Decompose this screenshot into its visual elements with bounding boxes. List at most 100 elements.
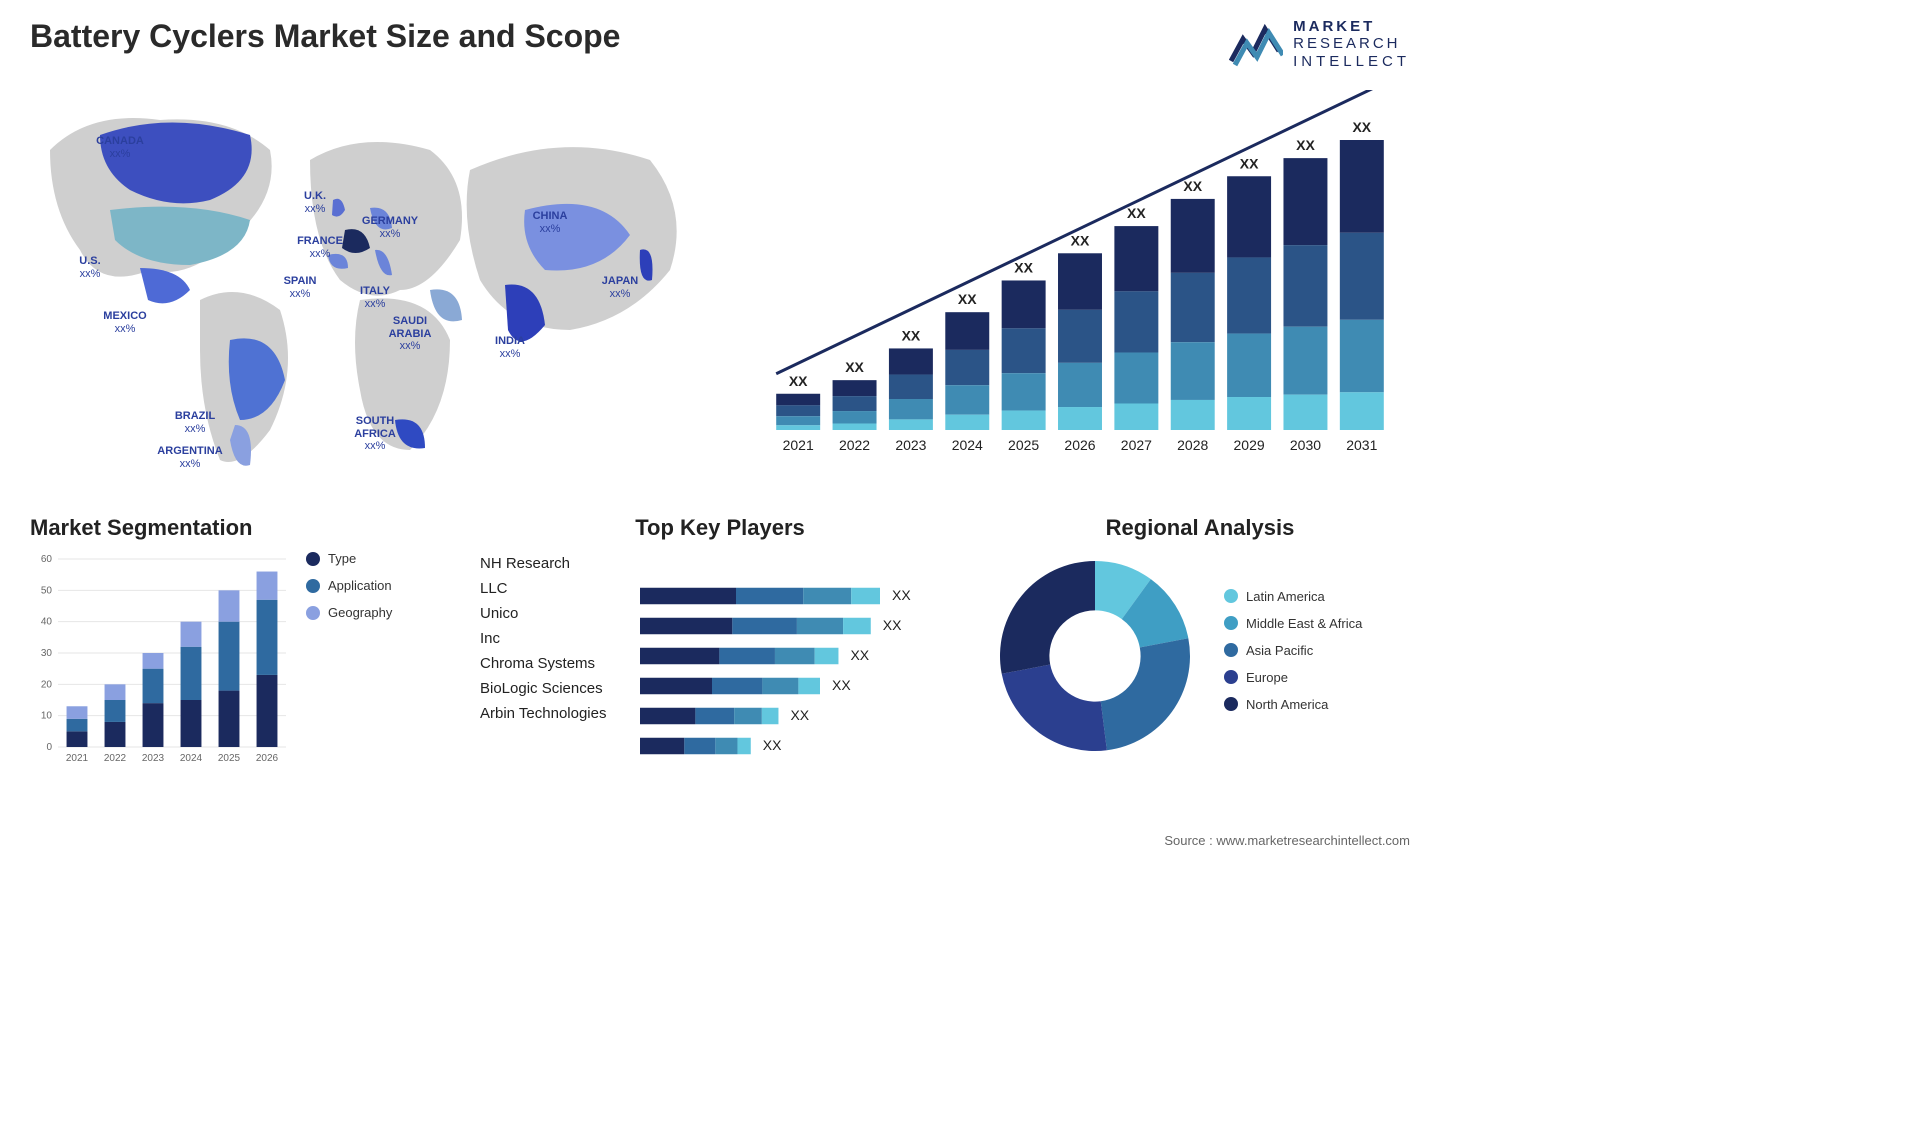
map-label: INDIAxx% [495, 335, 525, 360]
legend-dot-icon [1224, 643, 1238, 657]
svg-text:30: 30 [41, 648, 53, 659]
legend-dot-icon [1224, 616, 1238, 630]
top-key-players: Top Key Players NH ResearchLLCUnicoIncCh… [480, 515, 960, 785]
svg-text:0: 0 [46, 742, 52, 753]
svg-text:XX: XX [883, 617, 902, 633]
legend-label: Europe [1246, 670, 1288, 685]
legend-label: Geography [328, 605, 392, 620]
svg-text:XX: XX [832, 677, 851, 693]
legend-dot-icon [306, 579, 320, 593]
growth-chart: XX 2021 XX 2022 XX 2023 XX 2024 XX 2025 XX 2026 XX 20… [750, 90, 1410, 470]
legend-dot-icon [1224, 697, 1238, 711]
map-label: ITALYxx% [360, 285, 390, 310]
svg-text:2022: 2022 [104, 753, 127, 764]
svg-text:2030: 2030 [1290, 437, 1321, 453]
svg-text:XX: XX [1296, 137, 1315, 153]
svg-text:2022: 2022 [839, 437, 870, 453]
svg-text:2028: 2028 [1177, 437, 1208, 453]
legend-item: Geography [306, 605, 392, 620]
logo-icon [1229, 21, 1283, 67]
keyplayers-chart: XXXXXXXXXXXX [640, 551, 940, 761]
svg-text:50: 50 [41, 585, 53, 596]
segmentation-title: Market Segmentation [30, 515, 450, 541]
svg-text:2025: 2025 [1008, 437, 1039, 453]
legend-item: North America [1224, 697, 1362, 712]
svg-text:XX: XX [1240, 155, 1259, 171]
legend-label: Asia Pacific [1246, 643, 1313, 658]
map-label: CANADAxx% [96, 135, 144, 160]
legend-item: Type [306, 551, 392, 566]
map-label: CHINAxx% [533, 210, 568, 235]
svg-text:XX: XX [892, 587, 911, 603]
svg-text:2024: 2024 [952, 437, 983, 453]
legend-dot-icon [306, 606, 320, 620]
legend-label: Latin America [1246, 589, 1325, 604]
world-map: CANADAxx%U.S.xx%MEXICOxx%BRAZILxx%ARGENT… [30, 90, 710, 490]
map-label: BRAZILxx% [175, 410, 215, 435]
keyplayer-label: NH Research [480, 551, 640, 576]
svg-text:40: 40 [41, 617, 53, 628]
legend-dot-icon [1224, 589, 1238, 603]
keyplayers-title: Top Key Players [480, 515, 960, 541]
svg-text:2021: 2021 [66, 753, 89, 764]
legend-item: Latin America [1224, 589, 1362, 604]
svg-text:XX: XX [1071, 232, 1090, 248]
svg-text:2026: 2026 [256, 753, 279, 764]
regional-donut [990, 551, 1200, 761]
keyplayers-labels: NH ResearchLLCUnicoIncChroma SystemsBioL… [480, 551, 640, 761]
legend-label: North America [1246, 697, 1328, 712]
map-label: FRANCExx% [297, 235, 343, 260]
legend-label: Application [328, 578, 392, 593]
legend-label: Middle East & Africa [1246, 616, 1362, 631]
svg-text:2031: 2031 [1346, 437, 1377, 453]
legend-item: Application [306, 578, 392, 593]
keyplayer-label: Inc [480, 626, 640, 651]
legend-item: Middle East & Africa [1224, 616, 1362, 631]
map-label: MEXICOxx% [103, 310, 146, 335]
svg-text:XX: XX [845, 359, 864, 375]
map-label: ARGENTINAxx% [157, 445, 222, 470]
growth-chart-svg: XX 2021 XX 2022 XX 2023 XX 2024 XX 2025 XX 2026 XX 20… [750, 90, 1410, 470]
svg-text:XX: XX [789, 373, 808, 389]
keyplayer-label: Arbin Technologies [480, 701, 640, 726]
svg-text:2026: 2026 [1064, 437, 1095, 453]
keyplayer-label: BioLogic Sciences [480, 676, 640, 701]
page-title: Battery Cyclers Market Size and Scope [30, 18, 620, 55]
svg-text:10: 10 [41, 711, 53, 722]
keyplayer-label: Chroma Systems [480, 651, 640, 676]
svg-text:XX: XX [902, 327, 921, 343]
svg-text:XX: XX [850, 647, 869, 663]
svg-text:XX: XX [1014, 259, 1033, 275]
svg-text:2024: 2024 [180, 753, 203, 764]
market-segmentation: Market Segmentation 0 10 20 30 40 50 60 2021 202… [30, 515, 450, 785]
svg-text:XX: XX [1127, 205, 1146, 221]
svg-text:XX: XX [1183, 178, 1202, 194]
svg-text:2021: 2021 [783, 437, 814, 453]
legend-dot-icon [1224, 670, 1238, 684]
map-label: GERMANYxx% [362, 215, 418, 240]
map-label: SPAINxx% [284, 275, 317, 300]
svg-text:20: 20 [41, 679, 53, 690]
svg-text:60: 60 [41, 554, 53, 565]
legend-item: Europe [1224, 670, 1362, 685]
logo-line2: RESEARCH [1293, 35, 1410, 52]
svg-text:2023: 2023 [142, 753, 165, 764]
map-label: SOUTHAFRICAxx% [354, 415, 396, 453]
legend-dot-icon [306, 552, 320, 566]
segmentation-chart: 0 10 20 30 40 50 60 2021 2022 2023 2024 2025 2026 [30, 551, 290, 771]
legend-item: Asia Pacific [1224, 643, 1362, 658]
svg-text:2023: 2023 [895, 437, 926, 453]
regional-legend: Latin America Middle East & Africa Asia Pa… [1224, 589, 1362, 724]
regional-analysis: Regional Analysis Latin America Middle Ea… [990, 515, 1410, 785]
regional-title: Regional Analysis [990, 515, 1410, 541]
map-label: U.K.xx% [304, 190, 326, 215]
map-label: SAUDIARABIAxx% [389, 315, 432, 353]
keyplayer-label: Unico [480, 601, 640, 626]
svg-text:2029: 2029 [1234, 437, 1265, 453]
logo-line3: INTELLECT [1293, 53, 1410, 70]
svg-text:XX: XX [790, 707, 809, 723]
keyplayer-label: LLC [480, 576, 640, 601]
logo-line1: MARKET [1293, 18, 1410, 35]
svg-text:2025: 2025 [218, 753, 241, 764]
svg-text:XX: XX [958, 291, 977, 307]
